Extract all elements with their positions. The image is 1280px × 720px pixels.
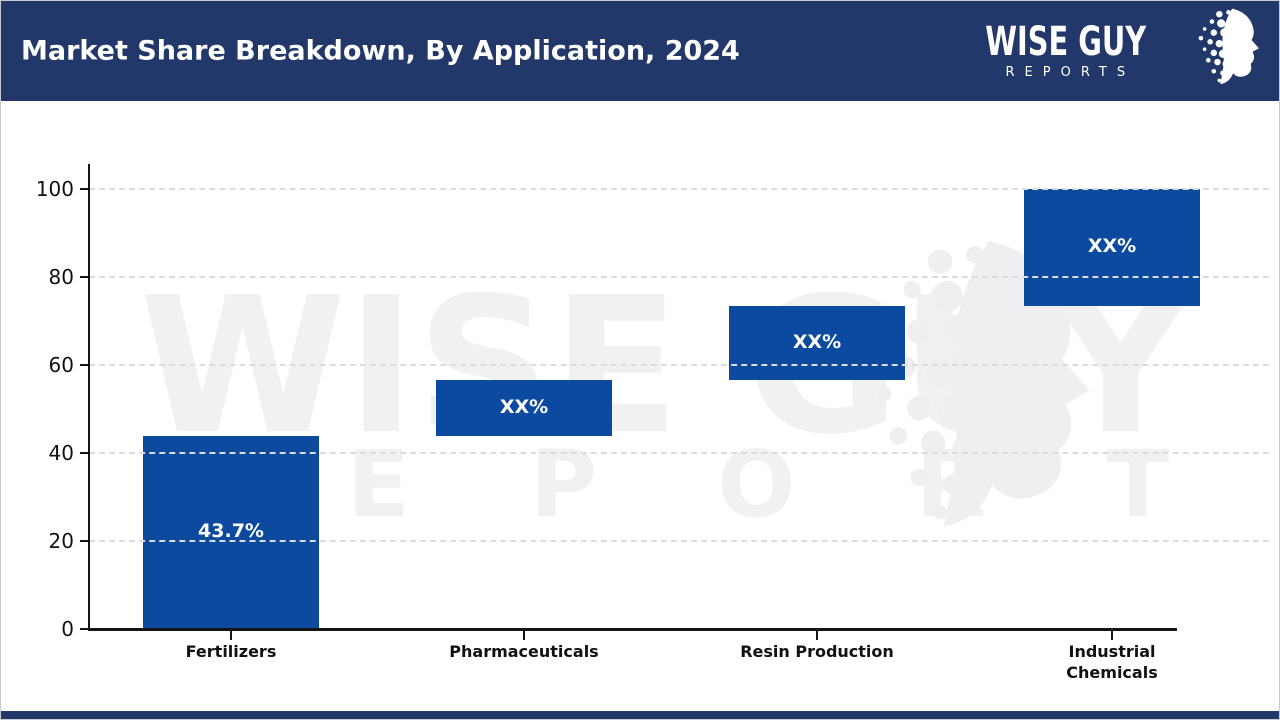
gridline-y60 (89, 363, 1269, 366)
y-tick-label: 0 (61, 616, 74, 641)
header-bar: Market Share Breakdown, By Application, … (1, 1, 1279, 101)
bar-pharmaceuticals[interactable] (436, 380, 612, 437)
bar-value-label: 43.7% (198, 520, 264, 543)
x-tick-mark (816, 631, 818, 640)
brand-subtitle: REPORTS (1005, 65, 1136, 80)
dotted-face-icon (1198, 8, 1259, 85)
brand-logo-text: WISE GUY REPORTS (954, 22, 1177, 80)
y-tick-mark (80, 451, 89, 454)
x-tick-label-industrial-chemicals: Industrial Chemicals (1066, 642, 1158, 682)
bar-value-label: XX% (1087, 235, 1137, 258)
bar-resin-production[interactable] (729, 305, 905, 381)
x-tick-label-fertilizers: Fertilizers (185, 642, 277, 661)
watermark-brand-line2: R E P O R T S (156, 431, 1280, 538)
y-tick-mark (80, 539, 89, 542)
x-tick-mark (230, 631, 232, 640)
bar-industrial-chemicals[interactable] (1024, 188, 1200, 306)
bar-value-label: XX% (792, 331, 842, 354)
brand-name: WISE GUY (984, 19, 1146, 65)
x-tick-mark (523, 631, 525, 640)
gridline-y40 (89, 451, 1269, 454)
bar-value-label: XX% (499, 396, 549, 419)
x-axis-line (88, 628, 1177, 631)
x-tick-mark (1111, 631, 1113, 640)
y-tick-label: 100 (35, 176, 74, 201)
gridline-y20 (89, 539, 1269, 542)
brand-logo: WISE GUY REPORTS (954, 5, 1275, 97)
y-axis-line (88, 164, 90, 630)
y-tick-label: 60 (48, 352, 74, 377)
y-tick-mark (80, 363, 89, 366)
chart-title: Market Share Breakdown, By Application, … (21, 35, 740, 67)
y-tick-label: 80 (48, 264, 74, 289)
footer-bar (1, 711, 1279, 719)
y-tick-label: 40 (48, 440, 74, 465)
x-tick-label-resin-production: Resin Production (740, 642, 894, 661)
gridline-y80 (89, 275, 1269, 278)
y-tick-mark (80, 187, 89, 190)
y-tick-label: 20 (48, 528, 74, 553)
x-tick-label-pharmaceuticals: Pharmaceuticals (449, 642, 599, 661)
y-tick-mark (80, 275, 89, 278)
bar-fertilizers[interactable] (143, 436, 319, 629)
y-tick-mark (80, 627, 89, 630)
gridline-y100 (89, 187, 1269, 190)
